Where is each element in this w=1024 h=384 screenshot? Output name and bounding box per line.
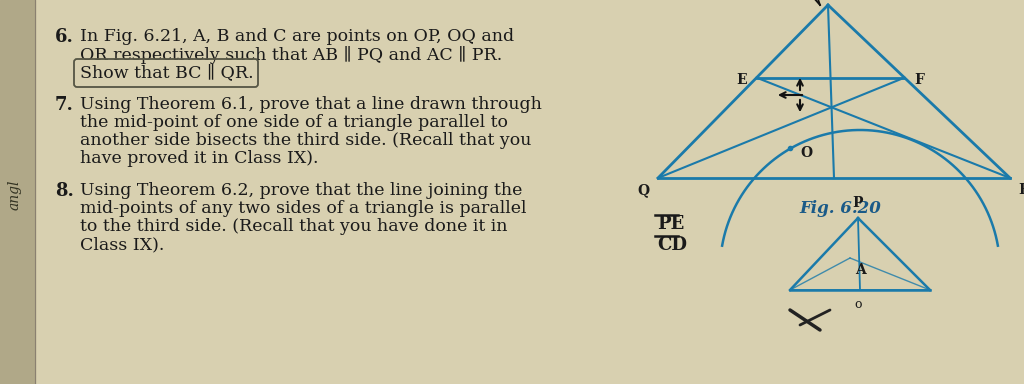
Text: o: o (854, 298, 862, 311)
Text: E: E (736, 73, 746, 87)
Text: 7.: 7. (55, 96, 74, 114)
Text: have proved it in Class IX).: have proved it in Class IX). (80, 150, 318, 167)
Text: the mid-point of one side of a triangle parallel to: the mid-point of one side of a triangle … (80, 114, 508, 131)
Text: PE: PE (657, 215, 684, 233)
Text: O: O (800, 146, 812, 160)
Text: Fig. 6.20: Fig. 6.20 (799, 200, 881, 217)
Text: R: R (1018, 183, 1024, 197)
Text: Using Theorem 6.1, prove that a line drawn through: Using Theorem 6.1, prove that a line dra… (80, 96, 542, 113)
Text: OR respectively such that AB ∥ PQ and AC ∥ PR.: OR respectively such that AB ∥ PQ and AC… (80, 46, 502, 64)
Text: angl: angl (8, 180, 22, 210)
Text: another side bisects the third side. (Recall that you: another side bisects the third side. (Re… (80, 132, 531, 149)
Text: Class IX).: Class IX). (80, 236, 165, 253)
Text: Show that BC ∥ QR.: Show that BC ∥ QR. (80, 64, 254, 81)
Text: A: A (855, 263, 865, 277)
Text: mid-points of any two sides of a triangle is parallel: mid-points of any two sides of a triangl… (80, 200, 526, 217)
Text: F: F (914, 73, 925, 87)
Text: Using Theorem 6.2, prove that the line joining the: Using Theorem 6.2, prove that the line j… (80, 182, 522, 199)
Text: CD: CD (657, 236, 687, 254)
Text: 6.: 6. (55, 28, 74, 46)
Text: P: P (853, 196, 863, 210)
Bar (0, 0, 35, 384)
Text: Q: Q (638, 183, 650, 197)
Text: 8.: 8. (55, 182, 74, 200)
Text: to the third side. (Recall that you have done it in: to the third side. (Recall that you have… (80, 218, 508, 235)
Text: In Fig. 6.21, A, B and C are points on OP, OQ and: In Fig. 6.21, A, B and C are points on O… (80, 28, 514, 45)
